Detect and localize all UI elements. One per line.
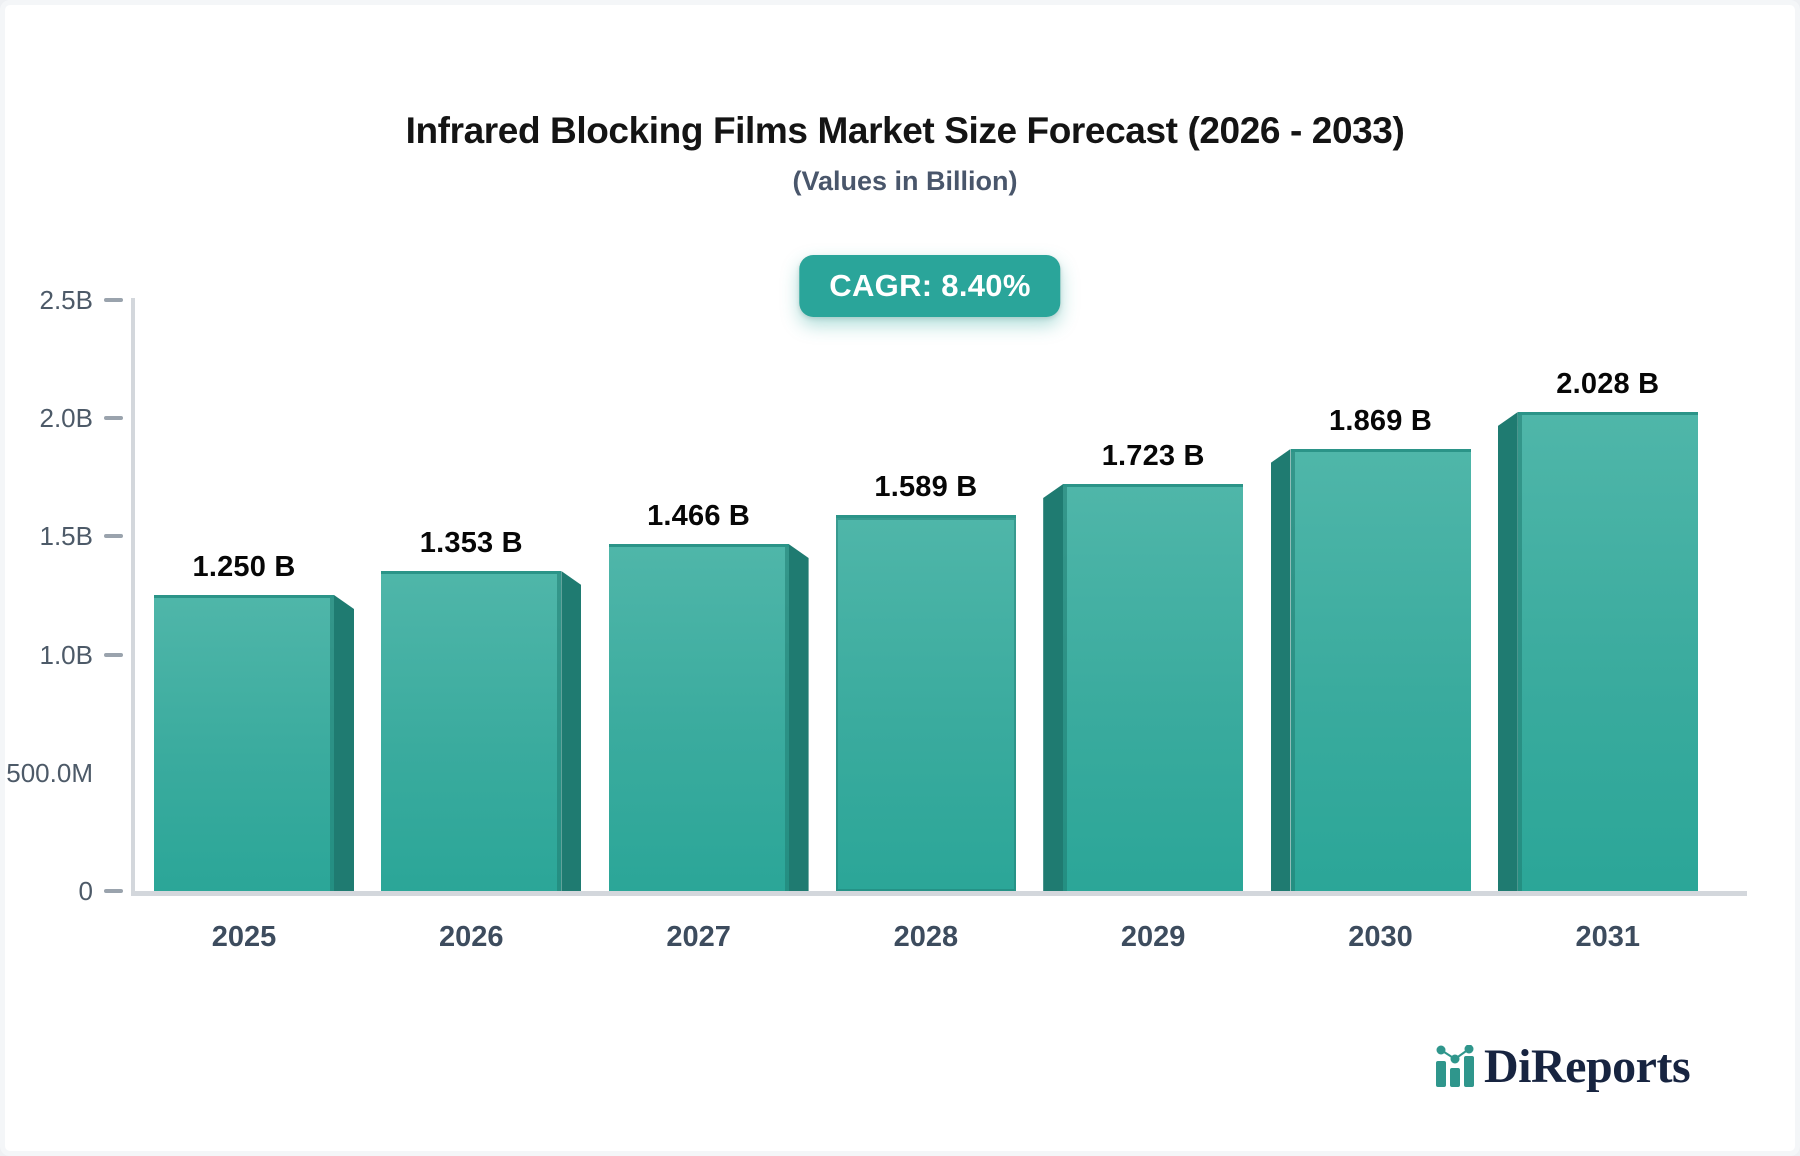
bar-2031[interactable] xyxy=(1517,412,1698,891)
bar-side-face-2030 xyxy=(1270,449,1291,891)
y-axis-label: 0 xyxy=(78,876,93,906)
bar-2027[interactable] xyxy=(608,544,789,891)
bar-value-label-2031: 2.028 B xyxy=(1556,368,1660,400)
bar-side-face-2027 xyxy=(788,544,809,891)
chart-header: Infrared Blocking Films Market Size Fore… xyxy=(42,110,1768,197)
bar-2028[interactable] xyxy=(835,515,1016,891)
bar-side-face-2026 xyxy=(561,571,582,891)
bar-2026[interactable] xyxy=(381,571,562,891)
y-axis-label: 2.0B xyxy=(39,403,94,434)
bar-2025[interactable] xyxy=(154,595,334,891)
bar-2030[interactable] xyxy=(1290,449,1471,891)
bar-value-label-2025: 1.250 B xyxy=(192,551,296,583)
x-axis-label-2027: 2027 xyxy=(666,921,731,953)
y-axis-tick xyxy=(104,416,123,421)
bar-value-label-2028: 1.589 B xyxy=(874,471,978,503)
x-axis-baseline xyxy=(131,891,1747,896)
bar-2029[interactable] xyxy=(1063,484,1244,891)
chart-subtitle: (Values in Billion) xyxy=(792,166,1018,196)
y-axis-tick xyxy=(104,534,123,539)
cagr-badge: CAGR: 8.40% xyxy=(799,255,1061,317)
x-axis-label-2029: 2029 xyxy=(1120,921,1186,953)
y-axis-tick xyxy=(104,652,123,657)
bar-side-face-2029 xyxy=(1043,484,1064,891)
y-axis-label: 500.0M xyxy=(6,757,93,788)
x-axis-label-2025: 2025 xyxy=(211,921,277,953)
y-axis-label: 1.5B xyxy=(39,521,94,552)
chart-title: Infrared Blocking Films Market Size Fore… xyxy=(405,110,1405,151)
bar-side-face-2025 xyxy=(334,595,354,891)
brand-name: DiReports xyxy=(1484,1040,1691,1093)
brand-logo: DiReports xyxy=(1435,1040,1691,1093)
y-axis-label: 2.5B xyxy=(39,285,94,315)
x-axis-label-2030: 2030 xyxy=(1348,921,1413,953)
bar-side-face-2031 xyxy=(1497,412,1518,891)
bar-value-label-2027: 1.466 B xyxy=(647,500,751,532)
bar-value-label-2029: 1.723 B xyxy=(1101,440,1205,472)
y-axis-tick xyxy=(104,298,123,302)
y-axis-label: 1.0B xyxy=(39,639,94,670)
bar-value-label-2026: 1.353 B xyxy=(419,527,523,559)
x-axis-label-2028: 2028 xyxy=(893,921,959,953)
y-axis-line xyxy=(131,298,135,896)
x-axis-label-2031: 2031 xyxy=(1575,921,1641,953)
mini-bar-chart-logo-icon xyxy=(1436,1045,1474,1087)
x-axis-label-2026: 2026 xyxy=(439,921,504,953)
y-axis-tick xyxy=(104,889,123,893)
bar-value-label-2030: 1.869 B xyxy=(1329,405,1432,437)
